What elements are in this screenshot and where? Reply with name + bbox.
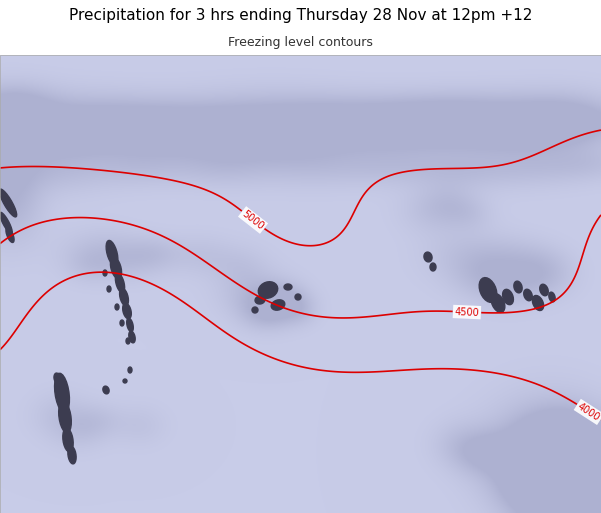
Polygon shape xyxy=(107,286,111,292)
Text: 4500: 4500 xyxy=(454,306,480,318)
Polygon shape xyxy=(540,284,548,296)
Polygon shape xyxy=(6,227,14,243)
Polygon shape xyxy=(0,189,17,217)
Polygon shape xyxy=(127,318,133,332)
Polygon shape xyxy=(0,212,12,233)
Polygon shape xyxy=(120,320,124,326)
Polygon shape xyxy=(295,294,301,300)
Text: 4000: 4000 xyxy=(576,401,601,423)
Polygon shape xyxy=(115,304,119,310)
Polygon shape xyxy=(549,292,555,302)
Polygon shape xyxy=(430,263,436,271)
Polygon shape xyxy=(284,284,292,290)
Polygon shape xyxy=(55,373,70,413)
Polygon shape xyxy=(502,289,513,305)
Polygon shape xyxy=(255,296,265,304)
Polygon shape xyxy=(103,270,107,276)
Polygon shape xyxy=(106,241,118,266)
Text: Precipitation for 3 hrs ending Thursday 28 Nov at 12pm +12: Precipitation for 3 hrs ending Thursday … xyxy=(69,8,532,23)
Polygon shape xyxy=(514,281,522,293)
Polygon shape xyxy=(491,293,505,312)
Polygon shape xyxy=(258,282,278,298)
Polygon shape xyxy=(123,303,132,319)
Polygon shape xyxy=(479,278,497,302)
Polygon shape xyxy=(103,386,109,394)
Polygon shape xyxy=(63,428,73,452)
Polygon shape xyxy=(115,273,124,293)
Polygon shape xyxy=(128,367,132,373)
Polygon shape xyxy=(111,258,121,279)
Polygon shape xyxy=(424,252,432,262)
Polygon shape xyxy=(523,289,532,301)
Polygon shape xyxy=(54,373,60,383)
Polygon shape xyxy=(123,379,127,383)
Polygon shape xyxy=(532,295,544,310)
Polygon shape xyxy=(271,300,285,310)
Polygon shape xyxy=(129,331,135,343)
Polygon shape xyxy=(120,288,129,306)
Polygon shape xyxy=(252,307,258,313)
Polygon shape xyxy=(59,401,72,433)
Polygon shape xyxy=(126,338,130,344)
Polygon shape xyxy=(68,446,76,464)
Text: 5000: 5000 xyxy=(240,208,266,231)
Text: Freezing level contours: Freezing level contours xyxy=(228,36,373,49)
